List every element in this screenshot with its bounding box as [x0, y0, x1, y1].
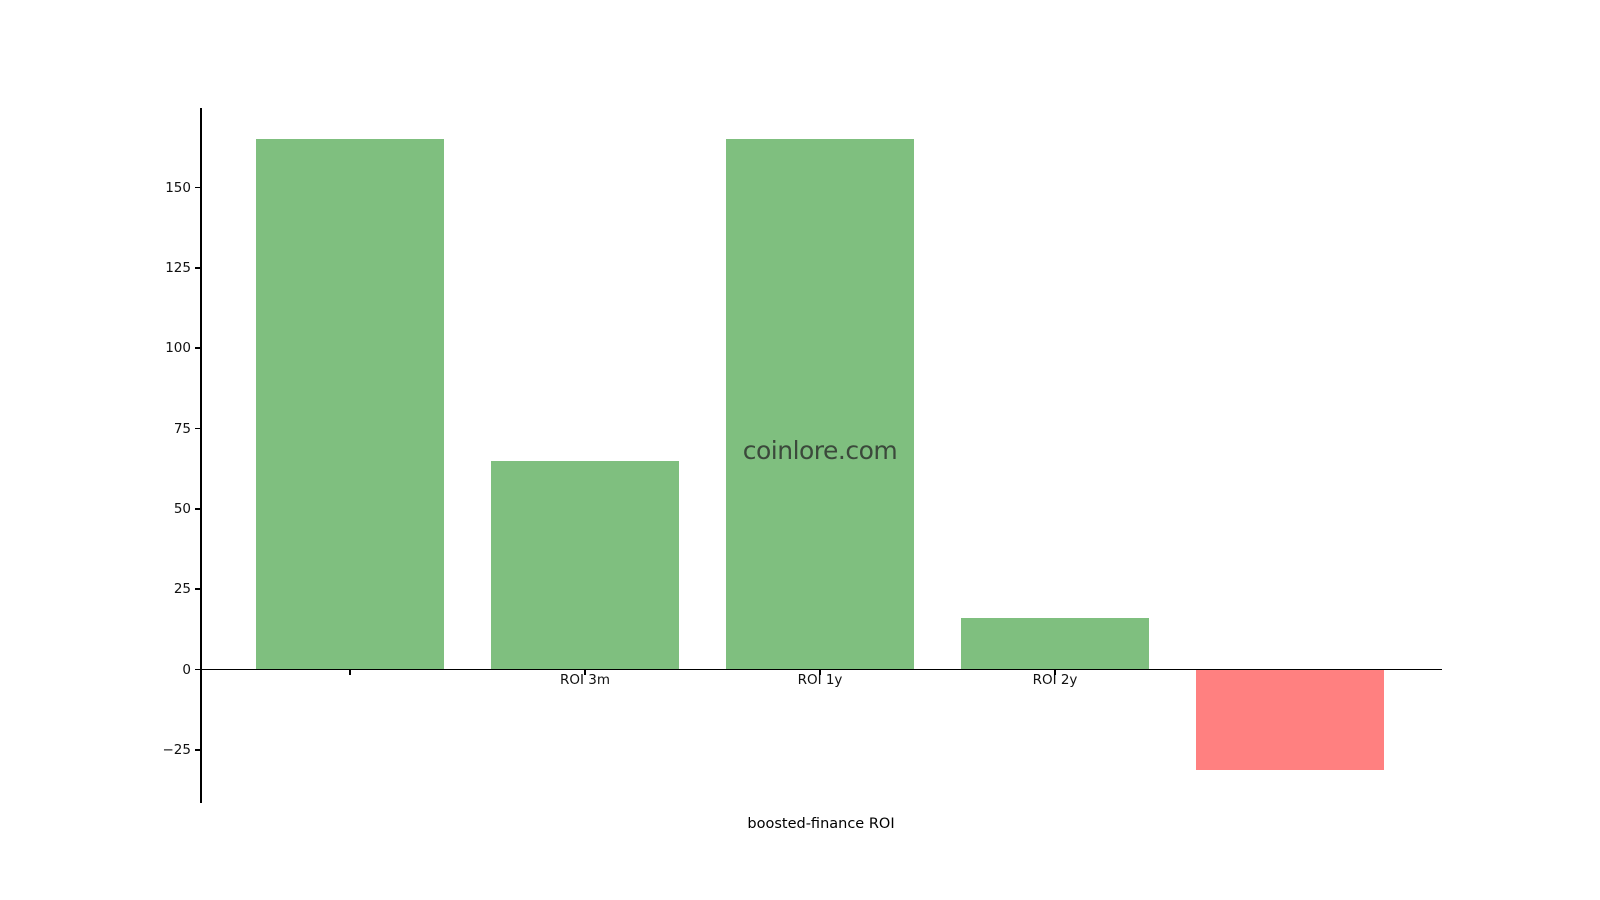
- bar-1: [256, 139, 444, 670]
- y-tick-mark: [195, 508, 201, 510]
- bar-5: [1196, 670, 1384, 770]
- y-tick-label: 50: [173, 500, 191, 517]
- y-tick-label: 75: [173, 420, 191, 437]
- x-tick-mark: [584, 669, 586, 675]
- y-tick-label: 125: [165, 259, 191, 276]
- y-tick-mark: [195, 668, 201, 671]
- bar-2: [491, 460, 679, 670]
- x-axis-line: [201, 668, 1442, 671]
- y-tick-mark: [195, 427, 201, 430]
- y-tick-label: 0: [182, 661, 191, 678]
- bar-3: [726, 139, 914, 670]
- y-tick-mark: [195, 749, 201, 751]
- x-tick-mark: [819, 669, 821, 675]
- y-tick-mark: [195, 267, 201, 269]
- y-tick-label: 150: [165, 179, 191, 196]
- y-tick-mark: [195, 347, 201, 349]
- x-tick-label: ROI 2y: [1032, 672, 1078, 688]
- y-axis-line: [200, 108, 202, 803]
- bar-4: [961, 618, 1149, 670]
- x-axis-title: boosted-finance ROI: [747, 816, 895, 832]
- y-tick-label: −25: [162, 741, 192, 758]
- y-tick-mark: [195, 588, 201, 590]
- x-tick-label: ROI 1y: [797, 672, 843, 688]
- y-tick-label: 100: [165, 340, 191, 357]
- watermark-text: coinlore.com: [742, 436, 898, 465]
- y-tick-mark: [195, 186, 201, 189]
- y-tick-label: 25: [173, 581, 191, 598]
- x-tick-label: ROI 3m: [559, 672, 611, 688]
- x-tick-mark: [1054, 669, 1056, 675]
- x-tick-mark: [349, 669, 351, 675]
